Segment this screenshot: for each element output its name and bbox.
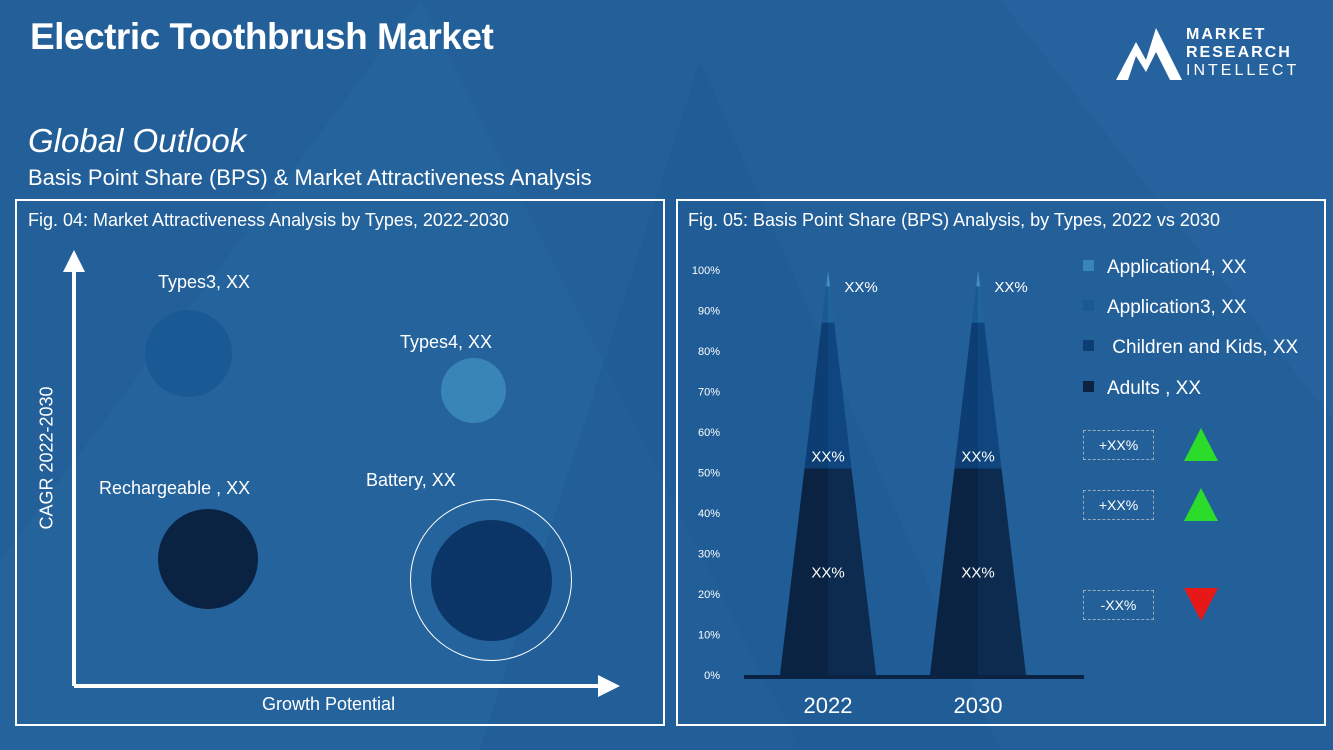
bar-segment-shade bbox=[978, 286, 985, 323]
bar-segment bbox=[826, 270, 828, 287]
bar-value-label: XX% bbox=[961, 448, 994, 465]
change-box-1: +XX% bbox=[1083, 430, 1154, 460]
legend-children: Children and Kids, XX bbox=[1083, 337, 1298, 359]
y-tick-label: 100% bbox=[692, 265, 720, 277]
y-tick-label: 20% bbox=[698, 589, 720, 601]
arrow-up-icon bbox=[1184, 428, 1218, 461]
x-axis-label: Growth Potential bbox=[262, 694, 396, 714]
y-tick-label: 40% bbox=[698, 508, 720, 520]
logo-mountain-icon bbox=[1116, 28, 1182, 80]
bar-segment-shade bbox=[828, 468, 876, 675]
change-box-2: +XX% bbox=[1083, 490, 1154, 520]
section-heading: Global Outlook bbox=[28, 122, 247, 159]
category-label: 2022 bbox=[804, 693, 853, 718]
bar-segment-shade bbox=[978, 270, 980, 287]
brand-logo: MARKET RESEARCH INTELLECT bbox=[1114, 24, 1299, 84]
bubble-label-rechargeable: Rechargeable , XX bbox=[99, 478, 251, 498]
bubble-battery bbox=[431, 520, 552, 641]
y-tick-label: 0% bbox=[704, 670, 720, 682]
legend-swatch bbox=[1083, 300, 1094, 312]
bubble-label-types4: Types4, XX bbox=[400, 332, 493, 352]
bubble-label-battery: Battery, XX bbox=[366, 470, 456, 490]
bubble-rechargeable bbox=[158, 509, 258, 609]
legend-application3: Application3, XX bbox=[1083, 297, 1246, 319]
logo-text: MARKET RESEARCH INTELLECT bbox=[1186, 26, 1300, 79]
y-tick-label: 70% bbox=[698, 387, 720, 399]
bubble-types4 bbox=[441, 358, 506, 423]
bar-value-label: XX% bbox=[811, 565, 844, 582]
legend-swatch bbox=[1083, 260, 1094, 272]
legend-swatch bbox=[1083, 340, 1094, 352]
bar-segment bbox=[780, 468, 828, 675]
bps-panel bbox=[676, 199, 1326, 726]
bar-segment-shade bbox=[978, 322, 1002, 469]
bar-segment-shade bbox=[828, 270, 830, 287]
bubble-battery-ring bbox=[410, 499, 572, 661]
legend-adults: Adults , XX bbox=[1083, 378, 1201, 400]
y-tick-label: 60% bbox=[698, 427, 720, 439]
bar-segment bbox=[971, 286, 978, 323]
legend-application4: Application4, XX bbox=[1083, 257, 1246, 279]
fig04-title: Fig. 04: Market Attractiveness Analysis … bbox=[28, 210, 509, 230]
y-tick-label: 10% bbox=[698, 630, 720, 642]
bar-segment bbox=[930, 468, 978, 675]
bar-segment-shade bbox=[828, 286, 835, 323]
chart-baseline bbox=[744, 675, 1084, 679]
bps-chart: 0% 10% 20% 30% 40% 50% 60% 70% 80% 90% 100% XX% XX% X… bbox=[692, 265, 1084, 718]
bar-value-label: XX% bbox=[811, 448, 844, 465]
y-tick-label: 50% bbox=[698, 468, 720, 480]
bar-value-label: XX% bbox=[844, 279, 877, 296]
category-label: 2030 bbox=[954, 693, 1003, 718]
y-axis-arrow-icon bbox=[63, 250, 85, 272]
page-title: Electric Toothbrush Market bbox=[30, 16, 494, 57]
y-tick-label: 80% bbox=[698, 346, 720, 358]
bar-segment-shade bbox=[828, 322, 852, 469]
bar-segment bbox=[976, 270, 978, 287]
bar-value-label: XX% bbox=[961, 565, 994, 582]
bar-value-label: XX% bbox=[994, 279, 1027, 296]
bar-segment-shade bbox=[978, 468, 1026, 675]
bar-segment bbox=[954, 322, 978, 469]
fig05-title: Fig. 05: Basis Point Share (BPS) Analysi… bbox=[688, 210, 1220, 230]
bar-segment bbox=[804, 322, 828, 469]
attractiveness-panel bbox=[15, 199, 665, 726]
change-box-3: -XX% bbox=[1083, 590, 1154, 620]
arrow-down-icon bbox=[1184, 588, 1218, 621]
bubble-types3 bbox=[145, 310, 232, 397]
y-tick-label: 30% bbox=[698, 549, 720, 561]
y-axis-label: CAGR 2022-2030 bbox=[36, 386, 57, 530]
bubble-label-types3: Types3, XX bbox=[158, 272, 251, 292]
x-axis-arrow-icon bbox=[598, 675, 620, 697]
section-subtitle: Basis Point Share (BPS) & Market Attract… bbox=[28, 165, 592, 190]
legend-swatch bbox=[1083, 381, 1094, 393]
y-tick-label: 90% bbox=[698, 306, 720, 318]
arrow-up-icon bbox=[1184, 488, 1218, 521]
fig04-axes bbox=[63, 250, 620, 697]
bar-segment bbox=[821, 286, 828, 323]
